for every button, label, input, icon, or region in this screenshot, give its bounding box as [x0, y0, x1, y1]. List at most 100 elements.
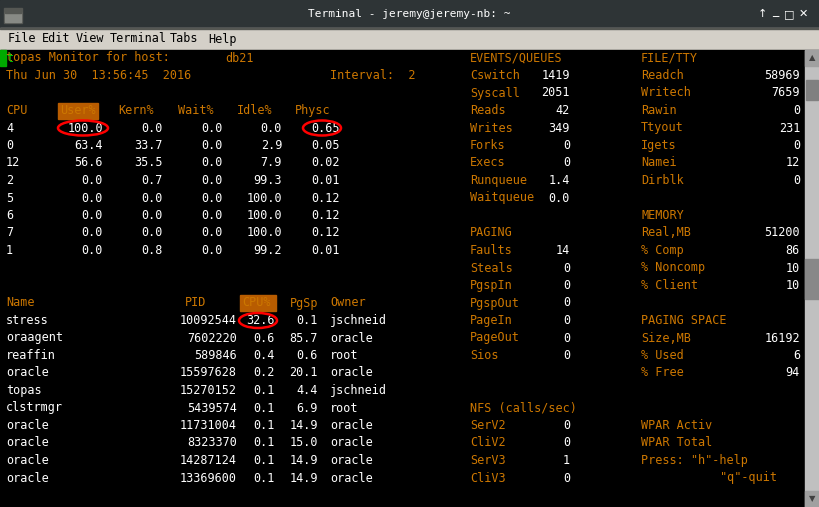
Text: 0.1: 0.1	[254, 419, 275, 432]
Bar	[0, 28, 819, 50]
Text: % Comp: % Comp	[641, 244, 684, 257]
Text: 0.0: 0.0	[142, 227, 163, 239]
Text: Physc: Physc	[295, 104, 331, 117]
Text: View: View	[76, 32, 105, 46]
Text: Syscall: Syscall	[470, 87, 520, 99]
Text: 100.0: 100.0	[247, 192, 282, 204]
Text: oracle: oracle	[330, 472, 373, 485]
Text: 2051: 2051	[541, 87, 570, 99]
Text: oracle: oracle	[6, 454, 49, 467]
Text: 0: 0	[6, 139, 13, 152]
Text: SerV2: SerV2	[470, 419, 505, 432]
Bar	[4, 8, 22, 23]
Text: oracle: oracle	[330, 367, 373, 380]
Text: PageOut: PageOut	[470, 332, 520, 344]
Text: Sios: Sios	[470, 349, 499, 362]
Text: oracle: oracle	[6, 419, 49, 432]
Text: Ttyout: Ttyout	[641, 122, 684, 134]
Text: Namei: Namei	[641, 157, 676, 169]
Text: 0: 0	[563, 437, 570, 450]
Text: oracle: oracle	[330, 332, 373, 344]
Text: 56.6: 56.6	[75, 157, 103, 169]
Text: 0.6: 0.6	[296, 349, 318, 362]
Text: 10: 10	[785, 279, 800, 292]
Text: Press: "h"-help: Press: "h"-help	[641, 454, 748, 467]
Text: Steals: Steals	[470, 262, 513, 274]
Text: 6.9: 6.9	[296, 402, 318, 415]
Bar	[5, 12, 21, 22]
Text: Interval:  2: Interval: 2	[330, 69, 415, 82]
Bar	[805, 50, 819, 507]
Text: jschneid: jschneid	[330, 314, 387, 327]
Text: 86: 86	[785, 244, 800, 257]
Text: PgspOut: PgspOut	[470, 297, 520, 309]
Text: 0: 0	[793, 174, 800, 187]
Text: Waitqueue: Waitqueue	[470, 192, 534, 204]
Text: topas Monitor for host:: topas Monitor for host:	[6, 52, 170, 64]
Text: 0.0: 0.0	[201, 122, 223, 134]
Text: Real,MB: Real,MB	[641, 227, 691, 239]
Text: 1: 1	[563, 454, 570, 467]
Text: 15.0: 15.0	[289, 437, 318, 450]
Text: MEMORY: MEMORY	[641, 209, 684, 222]
Text: Faults: Faults	[470, 244, 513, 257]
Text: 99.2: 99.2	[254, 244, 282, 257]
Text: 0.0: 0.0	[201, 192, 223, 204]
Text: _: _	[771, 4, 778, 17]
Text: 0.0: 0.0	[201, 139, 223, 152]
Bar	[5, 11, 21, 13]
Text: % Free: % Free	[641, 367, 684, 380]
Text: SerV3: SerV3	[470, 454, 505, 467]
Text: Igets: Igets	[641, 139, 676, 152]
Text: Owner: Owner	[330, 297, 365, 309]
Text: 33.7: 33.7	[134, 139, 163, 152]
Text: PID: PID	[185, 297, 206, 309]
Text: Cswitch: Cswitch	[470, 69, 520, 82]
Text: oraagent: oraagent	[6, 332, 63, 344]
Text: Reads: Reads	[470, 104, 505, 117]
Text: Tabs: Tabs	[170, 32, 198, 46]
Text: 0.0: 0.0	[201, 157, 223, 169]
Text: 99.3: 99.3	[254, 174, 282, 187]
Text: % Used: % Used	[641, 349, 684, 362]
Text: 2.9: 2.9	[260, 139, 282, 152]
Text: oracle: oracle	[6, 472, 49, 485]
Text: 589846: 589846	[194, 349, 237, 362]
Text: 0: 0	[793, 104, 800, 117]
Bar	[240, 295, 276, 311]
Text: 15597628: 15597628	[180, 367, 237, 380]
Text: NFS (calls/sec): NFS (calls/sec)	[470, 402, 577, 415]
Text: 7.9: 7.9	[260, 157, 282, 169]
Text: root: root	[330, 402, 359, 415]
Text: % Noncomp: % Noncomp	[641, 262, 705, 274]
Text: 0.0: 0.0	[142, 192, 163, 204]
Text: 14.9: 14.9	[289, 472, 318, 485]
Text: 1.4: 1.4	[549, 174, 570, 187]
Text: 0.0: 0.0	[82, 244, 103, 257]
Text: 0: 0	[563, 314, 570, 327]
Text: 0.0: 0.0	[82, 227, 103, 239]
Text: WPAR Activ: WPAR Activ	[641, 419, 713, 432]
Text: 8323370: 8323370	[187, 437, 237, 450]
Text: 0.8: 0.8	[142, 244, 163, 257]
Text: 0.4: 0.4	[254, 349, 275, 362]
Bar	[805, 491, 819, 507]
Text: 0.1: 0.1	[254, 454, 275, 467]
Text: PgSp: PgSp	[290, 297, 319, 309]
Bar	[805, 50, 819, 66]
Text: 7659: 7659	[771, 87, 800, 99]
Text: oracle: oracle	[330, 419, 373, 432]
Text: 0.05: 0.05	[311, 139, 340, 152]
Text: 0: 0	[563, 279, 570, 292]
Text: Idle%: Idle%	[237, 104, 273, 117]
Text: 0.02: 0.02	[311, 157, 340, 169]
Text: 14: 14	[556, 244, 570, 257]
Text: CPU: CPU	[6, 104, 27, 117]
Text: 0.12: 0.12	[311, 227, 340, 239]
Text: 0.0: 0.0	[82, 209, 103, 222]
Text: 0.0: 0.0	[201, 174, 223, 187]
Text: 63.4: 63.4	[75, 139, 103, 152]
Text: 35.5: 35.5	[134, 157, 163, 169]
Text: 0.0: 0.0	[201, 227, 223, 239]
Text: 0.1: 0.1	[254, 472, 275, 485]
